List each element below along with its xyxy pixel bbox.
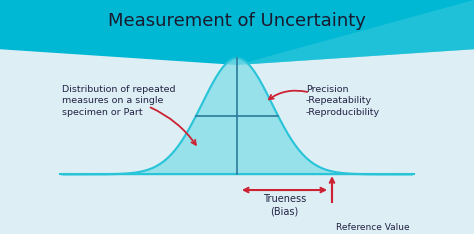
Text: Precision
-Repeatability
-Reproducibility: Precision -Repeatability -Reproducibilit… <box>306 85 380 117</box>
Text: Trueness
(Bias): Trueness (Bias) <box>263 194 306 216</box>
Text: Reference Value: Reference Value <box>336 223 410 233</box>
Text: Measurement of Uncertainty: Measurement of Uncertainty <box>108 12 366 30</box>
Text: Distribution of repeated
measures on a single
specimen or Part: Distribution of repeated measures on a s… <box>62 85 175 117</box>
Polygon shape <box>0 0 474 65</box>
Polygon shape <box>237 0 474 65</box>
